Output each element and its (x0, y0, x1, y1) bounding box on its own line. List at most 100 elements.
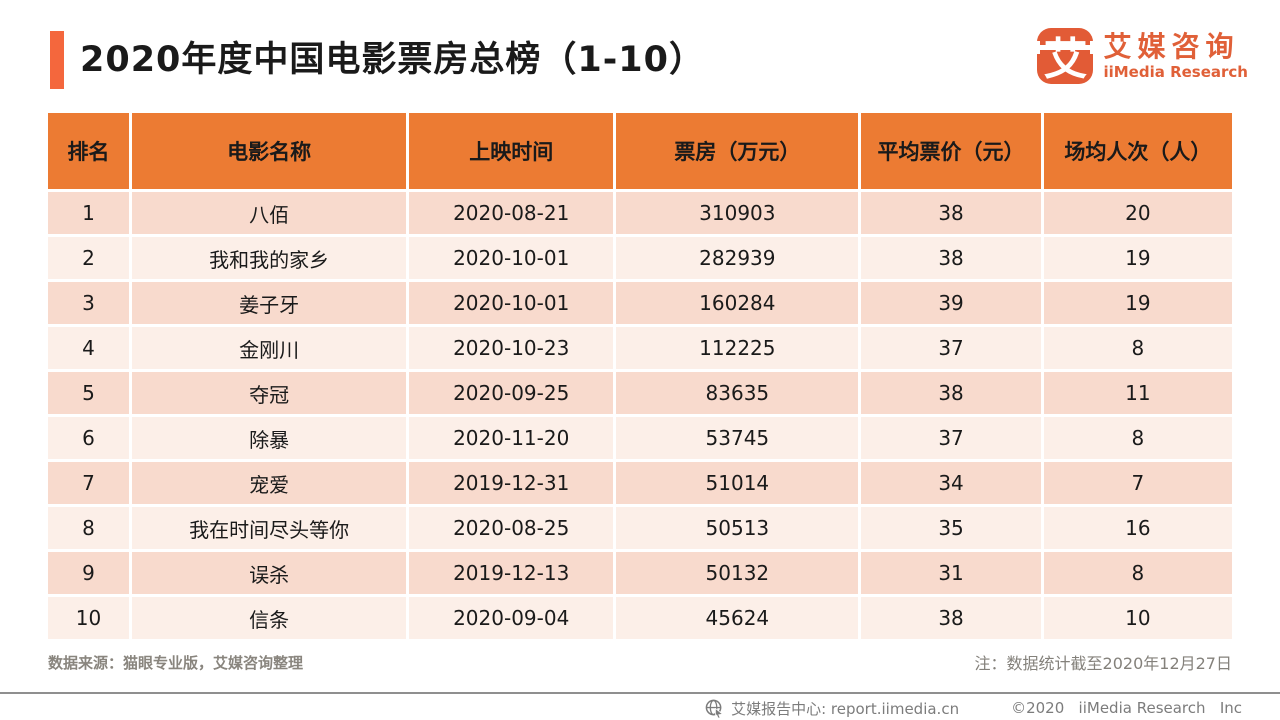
data-source-note: 数据来源：猫眼专业版，艾媒咨询整理 (48, 653, 304, 672)
table-cell: 50513 (616, 507, 862, 552)
table-cell: 2 (48, 237, 133, 282)
brand-logo: 艾 艾媒咨询 iiMedia Research (1032, 28, 1248, 85)
globe-cursor-icon (705, 699, 724, 718)
logo-name-cn: 艾媒咨询 (1103, 30, 1240, 63)
table-row: 1 八佰 2020-08-21 310903 38 20 (48, 192, 1232, 237)
table-cell: 姜子牙 (132, 282, 410, 327)
box-office-table: 排名 电影名称 上映时间 票房（万元） 平均票价（元） 场均人次（人） 1 八佰 2020-0… (48, 113, 1232, 642)
table-row: 5 夺冠 2020-09-25 83635 38 11 (48, 372, 1232, 417)
logo-bar (1032, 41, 1099, 54)
table-cell: 信条 (132, 597, 410, 642)
stat-cutoff-note: 注：数据统计截至2020年12月27日 (974, 654, 1232, 673)
column-header: 场均人次（人） (1043, 113, 1232, 192)
table-cell: 2020-11-20 (409, 417, 617, 462)
logo-text: 艾媒咨询 iiMedia Research (1103, 30, 1248, 82)
table-cell: 38 (861, 597, 1044, 642)
table-cell: 宠爱 (132, 462, 410, 507)
table-cell: 39 (861, 282, 1044, 327)
table-cell: 8 (1043, 417, 1232, 462)
table-cell: 7 (1043, 462, 1232, 507)
table-cell: 310903 (616, 192, 862, 237)
table-cell: 2020-10-23 (409, 327, 617, 372)
iimedia-logo-icon: 艾 (1032, 28, 1099, 85)
table-cell: 50132 (616, 552, 862, 597)
table-cell: 1 (48, 192, 133, 237)
table-cell: 3 (48, 282, 133, 327)
table-cell: 37 (861, 327, 1044, 372)
table-body: 1 八佰 2020-08-21 310903 38 20 2 我和我的家乡 2020-10-01… (48, 192, 1232, 642)
footnotes: 数据来源：猫眼专业版，艾媒咨询整理 注：数据统计截至2020年12月27日 (48, 650, 1232, 674)
table-cell: 8 (1043, 327, 1232, 372)
table-cell: 7 (48, 462, 133, 507)
table-cell: 2020-09-25 (409, 372, 617, 417)
table-cell: 19 (1043, 237, 1232, 282)
table-cell: 16 (1043, 507, 1232, 552)
table-cell: 10 (48, 597, 133, 642)
table-cell: 83635 (616, 372, 862, 417)
table-cell: 2020-10-01 (409, 282, 617, 327)
table-cell: 我和我的家乡 (132, 237, 410, 282)
table-cell: 我在时间尽头等你 (132, 507, 410, 552)
page-title: 2020年度中国电影票房总榜（1-10） (80, 40, 705, 80)
table-cell: 20 (1043, 192, 1232, 237)
table-row: 10 信条 2020-09-04 45624 38 10 (48, 597, 1232, 642)
table-cell: 37 (861, 417, 1044, 462)
table-cell: 8 (48, 507, 133, 552)
table-cell: 51014 (616, 462, 862, 507)
table-row: 3 姜子牙 2020-10-01 160284 39 19 (48, 282, 1232, 327)
table-row: 7 宠爱 2019-12-31 51014 34 7 (48, 462, 1232, 507)
table-cell: 除暴 (132, 417, 410, 462)
table-cell: 2020-09-04 (409, 597, 617, 642)
table-header: 排名 电影名称 上映时间 票房（万元） 平均票价（元） 场均人次（人） (48, 113, 1232, 192)
table-cell: 2019-12-31 (409, 462, 617, 507)
table-row: 8 我在时间尽头等你 2020-08-25 50513 35 16 (48, 507, 1232, 552)
logo-glyph: 艾 (1043, 34, 1088, 85)
column-header: 平均票价（元） (861, 113, 1044, 192)
table-cell: 10 (1043, 597, 1232, 642)
column-header: 票房（万元） (616, 113, 862, 192)
table-cell: 282939 (616, 237, 862, 282)
table-cell: 31 (861, 552, 1044, 597)
column-header: 电影名称 (132, 113, 410, 192)
table-cell: 2020-08-25 (409, 507, 617, 552)
table-cell: 2020-10-01 (409, 237, 617, 282)
table-cell: 2019-12-13 (409, 552, 617, 597)
table-row: 4 金刚川 2020-10-23 112225 37 8 (48, 327, 1232, 372)
table-cell: 34 (861, 462, 1044, 507)
table-cell: 35 (861, 507, 1044, 552)
table-row: 6 除暴 2020-11-20 53745 37 8 (48, 417, 1232, 462)
table-cell: 八佰 (132, 192, 410, 237)
table-cell: 112225 (616, 327, 862, 372)
table-cell: 45624 (616, 597, 862, 642)
title-accent-bar (50, 31, 64, 89)
table-cell: 19 (1043, 282, 1232, 327)
table-cell: 53745 (616, 417, 862, 462)
table-cell: 2020-08-21 (409, 192, 617, 237)
table-row: 9 误杀 2019-12-13 50132 31 8 (48, 552, 1232, 597)
table-cell: 38 (861, 192, 1044, 237)
logo-name-en: iiMedia Research (1103, 63, 1248, 81)
table-cell: 6 (48, 417, 133, 462)
report-site-group: 艾媒报告中心: report.iimedia.cn (705, 698, 959, 719)
bottom-divider (0, 692, 1280, 694)
table-cell: 夺冠 (132, 372, 410, 417)
bottom-bar: 艾媒报告中心: report.iimedia.cn ©2020 iiMedia … (0, 696, 1280, 720)
table-cell: 9 (48, 552, 133, 597)
table-cell: 38 (861, 237, 1044, 282)
table-cell: 4 (48, 327, 133, 372)
table-cell: 160284 (616, 282, 862, 327)
copyright: ©2020 iiMedia Research Inc (1011, 699, 1242, 717)
title-row: 2020年度中国电影票房总榜（1-10） 艾 艾媒咨询 iiMedia Rese… (0, 0, 1280, 100)
table-cell: 38 (861, 372, 1044, 417)
table-cell: 11 (1043, 372, 1232, 417)
table-header-row: 排名 电影名称 上映时间 票房（万元） 平均票价（元） 场均人次（人） (48, 113, 1232, 192)
table-cell: 5 (48, 372, 133, 417)
report-site: 艾媒报告中心: report.iimedia.cn (731, 699, 960, 718)
table-cell: 金刚川 (132, 327, 410, 372)
column-header: 排名 (48, 113, 133, 192)
table-cell: 8 (1043, 552, 1232, 597)
table-cell: 误杀 (132, 552, 410, 597)
table-row: 2 我和我的家乡 2020-10-01 282939 38 19 (48, 237, 1232, 282)
column-header: 上映时间 (409, 113, 617, 192)
